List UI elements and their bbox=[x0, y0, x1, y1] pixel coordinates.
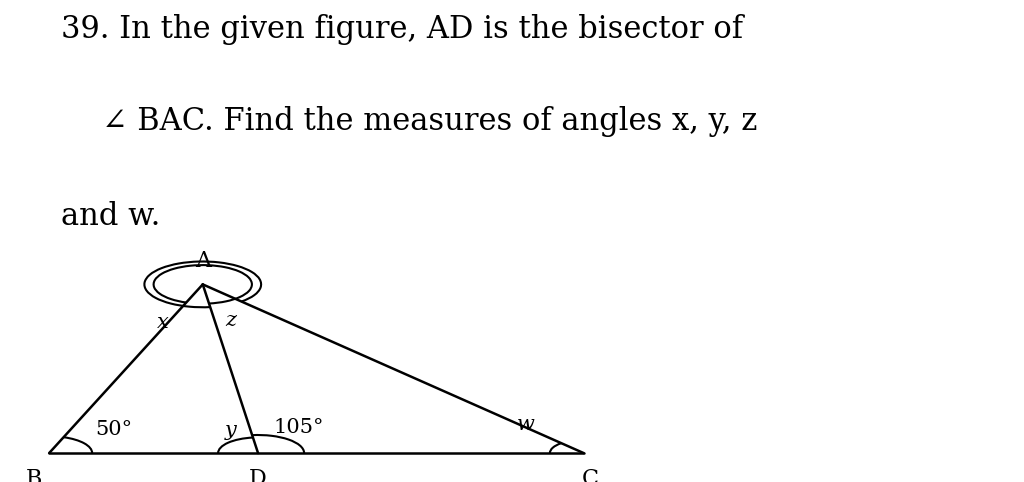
Text: x: x bbox=[157, 313, 169, 332]
Text: w: w bbox=[516, 415, 535, 434]
Text: A: A bbox=[195, 250, 211, 272]
Text: B: B bbox=[26, 468, 42, 482]
Text: 50°: 50° bbox=[95, 420, 132, 439]
Text: y: y bbox=[225, 421, 237, 440]
Text: and w.: and w. bbox=[61, 201, 161, 232]
Text: 39. In the given figure, AD is the bisector of: 39. In the given figure, AD is the bisec… bbox=[61, 14, 743, 45]
Text: 105°: 105° bbox=[273, 418, 324, 438]
Text: C: C bbox=[582, 468, 598, 482]
Text: z: z bbox=[225, 311, 236, 330]
Text: D: D bbox=[249, 468, 267, 482]
Text: ∠ BAC. Find the measures of angles x, y, z: ∠ BAC. Find the measures of angles x, y,… bbox=[102, 106, 758, 137]
